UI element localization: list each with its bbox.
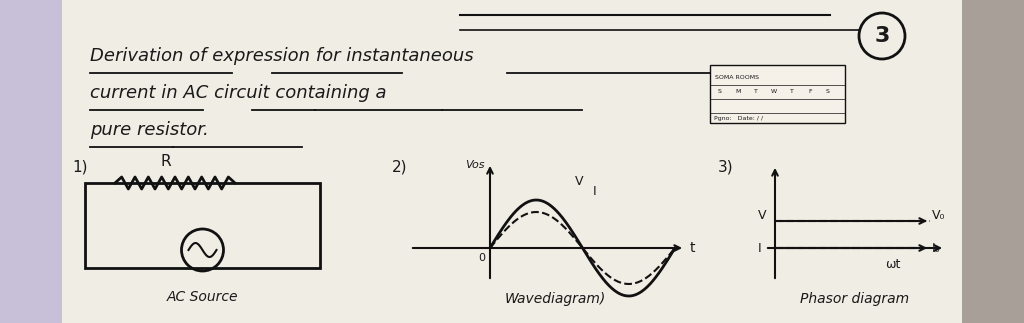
Text: S: S xyxy=(718,89,722,94)
Text: 1): 1) xyxy=(72,159,87,174)
Text: SOMA ROOMS: SOMA ROOMS xyxy=(715,75,759,80)
Text: M: M xyxy=(735,89,740,94)
Text: I₀: I₀ xyxy=(932,242,940,255)
Text: I: I xyxy=(593,185,597,198)
Bar xyxy=(62,0,962,323)
Text: 0: 0 xyxy=(478,253,485,263)
Text: ωt: ωt xyxy=(885,258,900,271)
Text: 3): 3) xyxy=(718,159,733,174)
Text: V: V xyxy=(575,175,584,188)
Text: Derivation of expression for instantaneous: Derivation of expression for instantaneo… xyxy=(90,47,474,65)
Text: Pgno:   Date: / /: Pgno: Date: / / xyxy=(714,116,763,121)
Text: AC Source: AC Source xyxy=(167,290,239,304)
Text: Wavediagram): Wavediagram) xyxy=(505,292,605,306)
Text: t: t xyxy=(690,241,695,255)
Text: I: I xyxy=(758,242,762,255)
Text: T: T xyxy=(754,89,758,94)
Text: R: R xyxy=(160,154,171,169)
Text: pure resistor.: pure resistor. xyxy=(90,121,209,139)
Text: current in AC circuit containing a: current in AC circuit containing a xyxy=(90,84,386,102)
Text: Vos: Vos xyxy=(465,160,484,170)
Bar xyxy=(85,183,319,268)
Text: S: S xyxy=(826,89,829,94)
Text: 3: 3 xyxy=(874,26,890,46)
Text: T: T xyxy=(791,89,794,94)
Text: Phasor diagram: Phasor diagram xyxy=(801,292,909,306)
Bar xyxy=(710,65,845,123)
Text: V: V xyxy=(758,209,767,222)
Text: V₀: V₀ xyxy=(932,209,945,222)
Text: 2): 2) xyxy=(392,159,408,174)
Bar xyxy=(962,0,1024,323)
Bar xyxy=(0,0,62,323)
Text: W: W xyxy=(771,89,777,94)
Text: F: F xyxy=(808,89,812,94)
